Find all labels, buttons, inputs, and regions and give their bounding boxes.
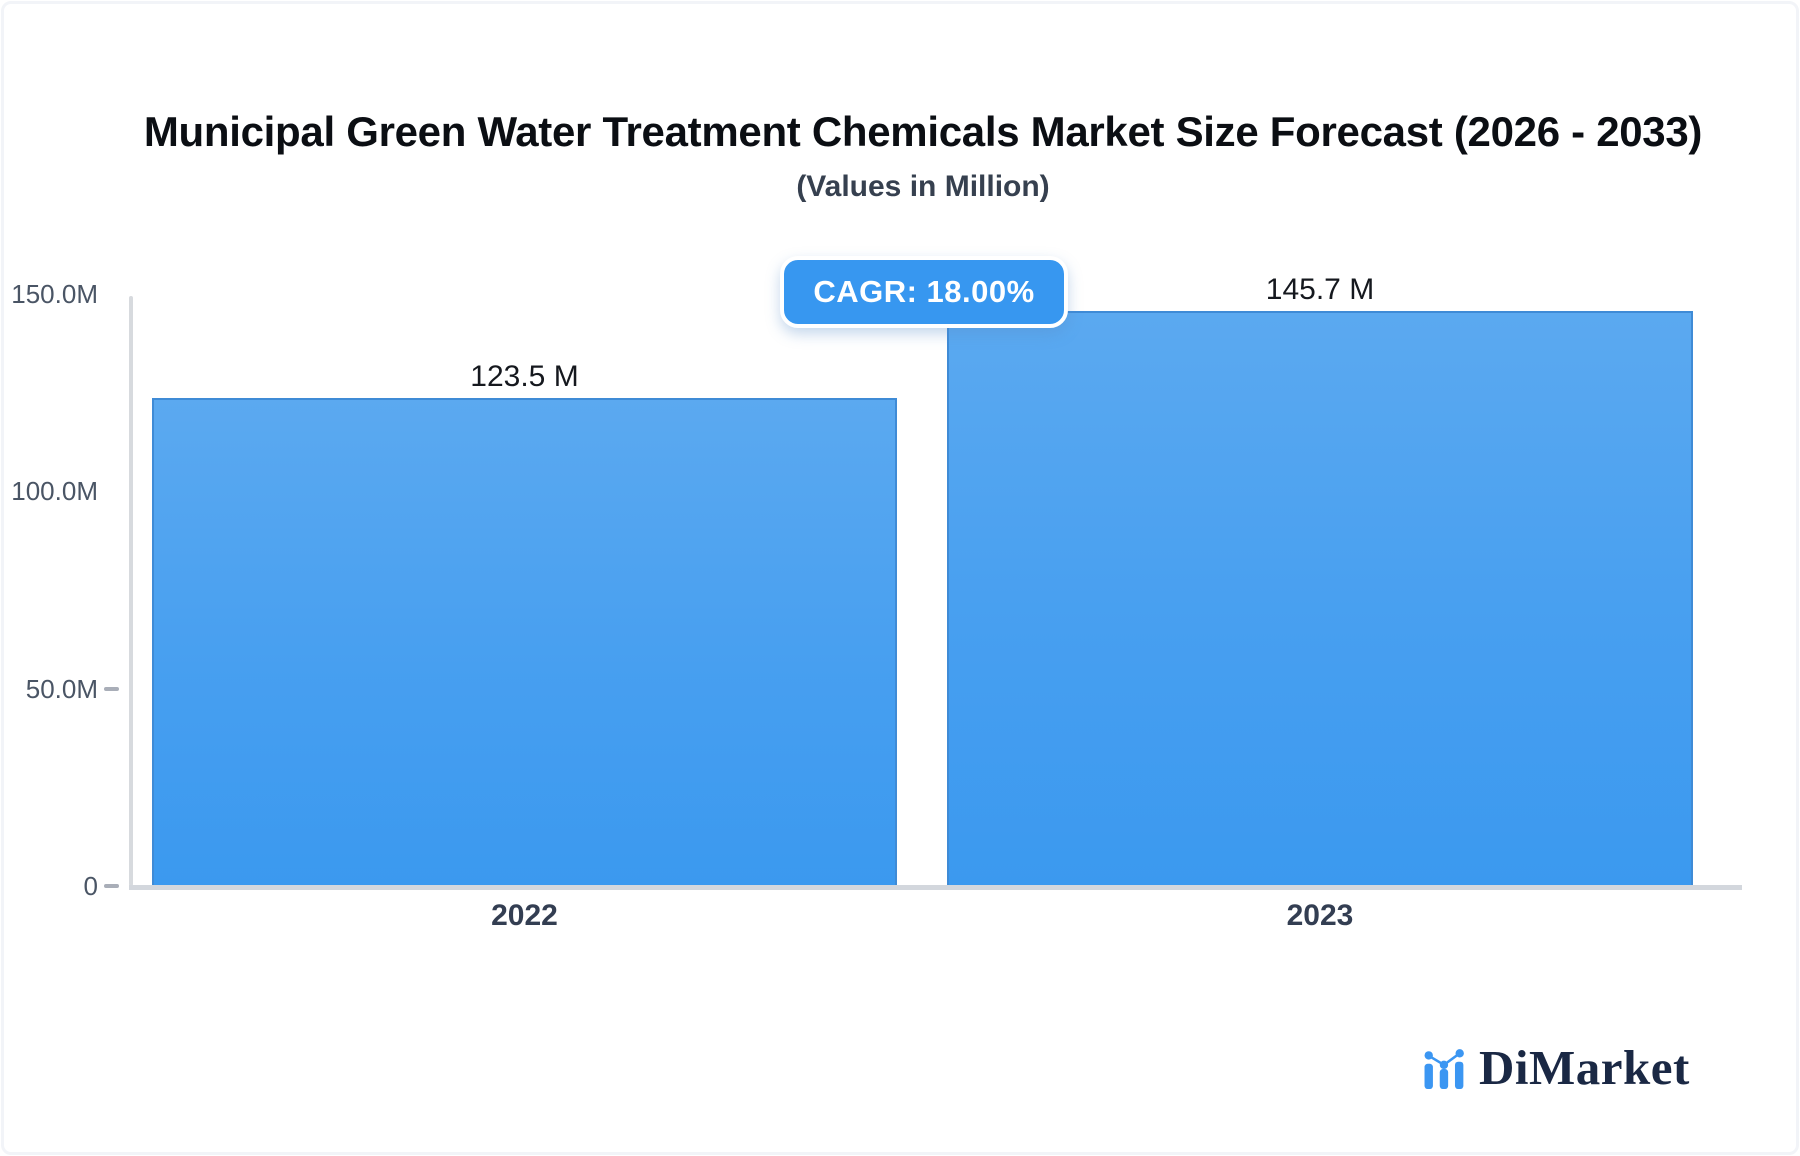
logo-text: DiMarket — [1479, 1040, 1690, 1095]
x-tick-label-2022: 2022 — [491, 899, 558, 932]
chart-subtitle: (Values in Million) — [796, 170, 1050, 203]
bar-2023-value-label: 145.7 M — [1265, 273, 1375, 306]
chart-title: Municipal Green Water Treatment Chemical… — [143, 108, 1703, 155]
bar-2022: 123.5 M 2022 — [152, 360, 897, 932]
bar-2023: 145.7 M 2023 — [947, 273, 1693, 932]
x-axis-line — [129, 885, 1742, 890]
mini-bar-chart-icon — [1424, 1049, 1464, 1089]
y-tick-label-0: 0 — [83, 871, 98, 901]
x-tick-label-2023: 2023 — [1286, 899, 1354, 932]
cagr-badge: CAGR: 18.00% — [780, 256, 1068, 328]
y-tick-label-100m: 100.0M — [11, 476, 98, 506]
y-axis-line — [129, 296, 133, 886]
y-tick-mark-50m — [104, 687, 119, 691]
dimarket-logo: DiMarket — [1424, 1040, 1690, 1096]
y-tick-label-50m: 50.0M — [25, 674, 98, 704]
bar-2022-value-label: 123.5 M — [470, 360, 579, 393]
y-tick-mark-0 — [104, 884, 119, 888]
chart-header: Municipal Green Water Treatment Chemical… — [46, 0, 1800, 206]
y-tick-label-150m: 150.0M — [11, 279, 98, 309]
